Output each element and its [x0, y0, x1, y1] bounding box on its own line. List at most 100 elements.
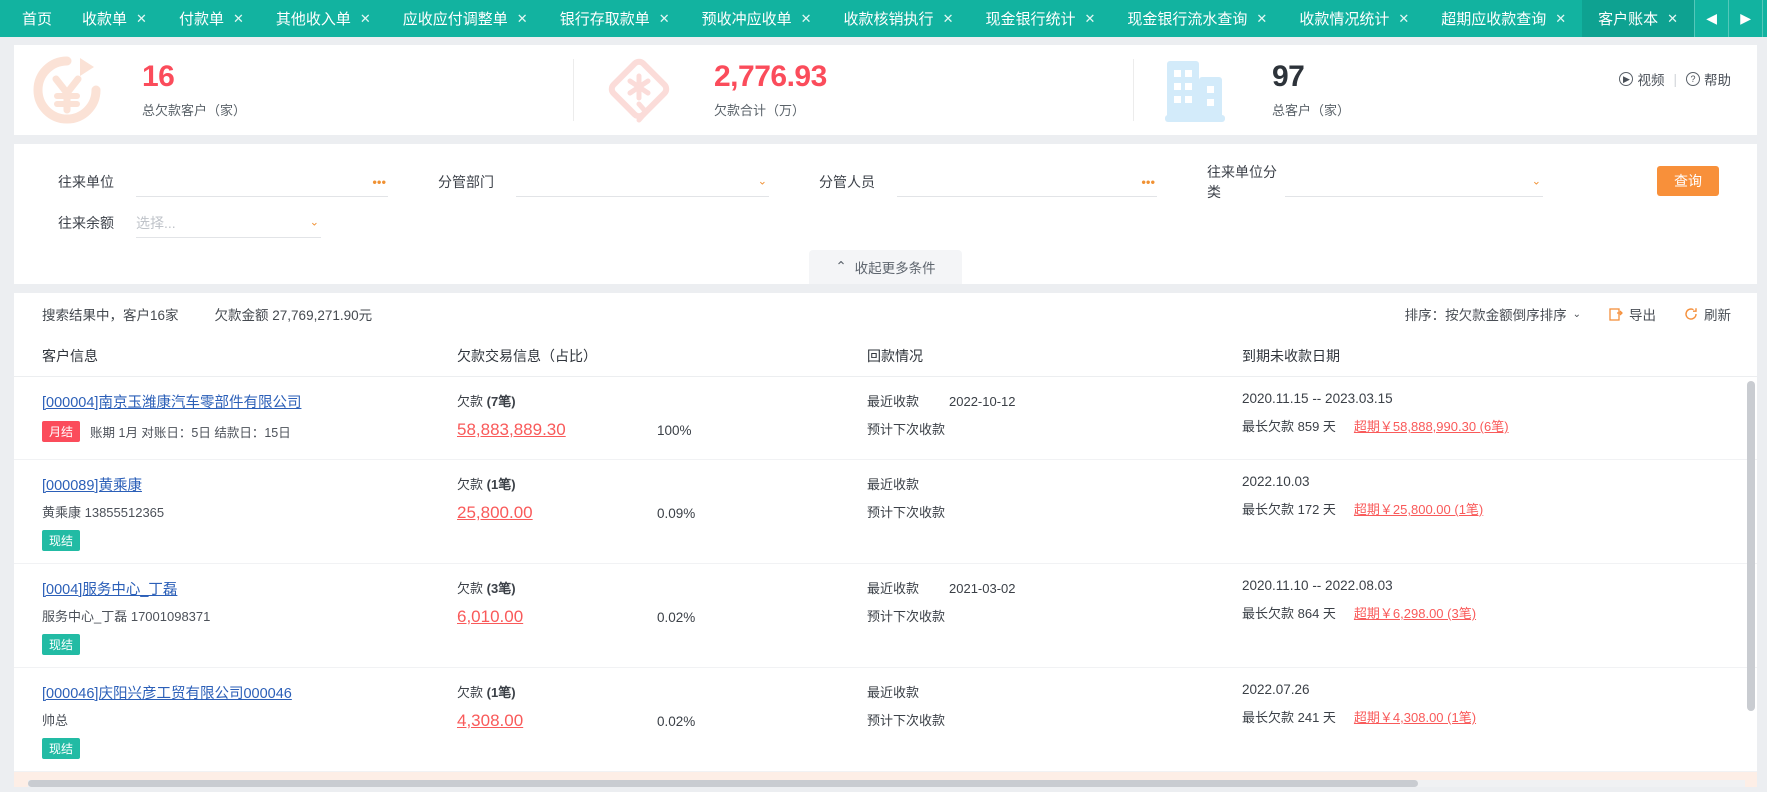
table-row[interactable]: [000004]南京玉潍康汽车零部件有限公司 月结 账期 1月 对账日：5日 结款日… [14, 377, 1757, 460]
debt-label: 欠款 [457, 477, 484, 492]
next-tab-icon[interactable]: ▶ [1728, 0, 1762, 37]
chevron-down-icon[interactable]: ⌄ [1531, 175, 1541, 187]
chevron-down-icon[interactable]: ⌄ [757, 175, 767, 187]
customer-name-link[interactable]: [000046]庆阳兴彦工贸有限公司000046 [42, 686, 292, 702]
filter-panel: 往来单位 ••• 分管部门 ⌄ 分管人员 ••• 往来单位分类 ⌄ 往来余额 选择... ⌄ 查询… [14, 144, 1757, 284]
kpi-value: 16 [142, 60, 175, 94]
customer-name-link[interactable]: [0004]服务中心_丁磊 [42, 582, 178, 598]
debt-amount-link[interactable]: 58,883,889.30 [457, 420, 566, 439]
tab-close-icon[interactable]: ✕ [359, 11, 371, 26]
video-link[interactable]: ▶ 视频 [1619, 69, 1664, 89]
due-date-cell: 2022.10.03 最长欠款 172 天 超期￥25,800.00 (1笔) [1242, 474, 1722, 551]
table-column-header: 回款情况 [867, 347, 923, 364]
debt-info-cell: 欠款 (1笔) 25,800.00 0.09% [457, 474, 867, 551]
question-circle-icon: ? [1686, 72, 1700, 86]
kpi-card-total-customers: 97 总客户（家） [1134, 45, 1534, 135]
kpi-divider [1133, 59, 1134, 121]
help-link[interactable]: ? 帮助 [1686, 69, 1731, 89]
tab-9[interactable]: 现金银行流水查询 ✕ [1111, 0, 1283, 37]
tab-10[interactable]: 收款情况统计 ✕ [1283, 0, 1425, 37]
tab-12[interactable]: 客户账本 ✕ [1582, 0, 1695, 37]
debt-percentage: 100% [657, 423, 692, 438]
settlement-type-badge: 现结 [42, 634, 81, 655]
overdue-line: 最长欠款 864 天 超期￥6,298.00 (3笔) [1242, 603, 1722, 622]
debt-amount-link[interactable]: 25,800.00 [457, 503, 533, 522]
refresh-icon [1684, 307, 1698, 321]
tab-close-icon[interactable]: ✕ [1667, 11, 1679, 26]
customer-name-link[interactable]: [000089]黄乘康 [42, 478, 142, 494]
tab-6[interactable]: 预收冲应收单 ✕ [686, 0, 828, 37]
tab-close-icon[interactable]: ✕ [658, 11, 670, 26]
table-row[interactable]: [0004]服务中心_丁磊 服务中心_丁磊 17001098371 现结 欠款 (3笔… [14, 564, 1757, 668]
export-button[interactable]: 导出 [1609, 304, 1656, 324]
tab-8[interactable]: 现金银行统计 ✕ [969, 0, 1111, 37]
close-tab-icon[interactable]: ✕ [1762, 0, 1767, 37]
balance-field[interactable]: 选择... ⌄ [136, 208, 321, 238]
chevron-down-icon[interactable]: ⌄ [309, 216, 319, 228]
ellipsis-icon[interactable]: ••• [372, 174, 386, 189]
settlement-type-badge: 现结 [42, 738, 81, 759]
help-link-label: 帮助 [1704, 73, 1731, 88]
refresh-button[interactable]: 刷新 [1684, 304, 1731, 324]
customer-contact: 帅总 [42, 713, 69, 728]
tab-close-icon[interactable]: ✕ [136, 11, 147, 26]
sort-dropdown[interactable]: 排序：按欠款金额倒序排序 ⌄ [1405, 304, 1581, 324]
tab-close-icon[interactable]: ✕ [232, 11, 244, 26]
overdue-amount-link[interactable]: 超期￥4,308.00 (1笔) [1353, 710, 1477, 725]
tab-7[interactable]: 收款核销执行 ✕ [828, 0, 970, 37]
overdue-amount-link[interactable]: 超期￥25,800.00 (1笔) [1353, 502, 1484, 517]
kpi-text-block: 97 总客户（家） [1272, 61, 1350, 119]
overdue-amount-link[interactable]: 超期￥58,888,990.30 (6笔) [1353, 419, 1509, 434]
export-icon [1609, 307, 1623, 321]
tab-4[interactable]: 应收应付调整单 ✕ [387, 0, 544, 37]
debt-amount-line: 58,883,889.30 100% [457, 420, 867, 440]
customer-info-cell: [000046]庆阳兴彦工贸有限公司000046 帅总现结 [42, 682, 457, 759]
prev-tab-icon[interactable]: ◀ [1694, 0, 1728, 37]
tab-close-icon[interactable]: ✕ [800, 11, 812, 26]
managing-department-field[interactable]: ⌄ [516, 167, 769, 197]
kpi-label: 总客户（家） [1272, 102, 1351, 118]
customer-ledger-table: 客户信息 欠款交易信息（占比） 回款情况 到期未收款日期 [000004]南京玉潍康汽… [14, 335, 1757, 787]
tab-label: 预收冲应收单 [701, 11, 792, 28]
search-button[interactable]: 查询 [1657, 166, 1719, 196]
horizontal-scrollbar[interactable] [28, 780, 1745, 787]
tab-close-icon[interactable]: ✕ [1398, 11, 1410, 26]
tab-close-icon[interactable]: ✕ [516, 11, 528, 26]
tab-controls: ◀▶✕⛶ [1694, 0, 1767, 37]
tab-close-icon[interactable]: ✕ [1555, 11, 1567, 26]
table-row[interactable]: [000046]庆阳兴彦工贸有限公司000046 帅总 现结 欠款 (1笔) 4,308… [14, 668, 1757, 772]
ellipsis-icon[interactable]: ••• [1141, 174, 1155, 189]
overdue-line: 最长欠款 859 天 超期￥58,888,990.30 (6笔) [1242, 416, 1722, 435]
repayment-cell: 最近收款 2022-10-12 预计下次收款 [867, 391, 1242, 447]
settlement-type-badge: 现结 [42, 530, 81, 551]
table-column-header: 客户信息 [42, 347, 98, 364]
collapse-more-conditions-button[interactable]: ⌃ 收起更多条件 [809, 250, 962, 284]
partner-unit-field[interactable]: ••• [136, 167, 388, 197]
managing-department-field-group: 分管部门 ⌄ [438, 167, 769, 197]
debt-amount-link[interactable]: 4,308.00 [457, 711, 524, 730]
tab-5[interactable]: 银行存取款单 ✕ [544, 0, 686, 37]
tab-3[interactable]: 其他收入单 ✕ [260, 0, 387, 37]
tab-label: 银行存取款单 [559, 11, 650, 28]
vertical-scrollbar-thumb[interactable] [1747, 381, 1755, 711]
debt-amount-link[interactable]: 6,010.00 [457, 607, 524, 626]
overdue-amount-link[interactable]: 超期￥6,298.00 (3笔) [1353, 606, 1477, 621]
debt-header: 欠款 (7笔) [457, 391, 867, 410]
tab-close-icon[interactable]: ✕ [1084, 11, 1096, 26]
managing-person-field[interactable]: ••• [897, 167, 1157, 197]
debt-label: 欠款 [457, 394, 484, 409]
tab-close-icon[interactable]: ✕ [1256, 11, 1268, 26]
tab-2[interactable]: 付款单 ✕ [163, 0, 260, 37]
tab-1[interactable]: 收款单 ✕ [66, 0, 163, 37]
partner-category-field[interactable]: ⌄ [1285, 167, 1543, 197]
longest-overdue-days: 最长欠款 241 天 [1242, 710, 1336, 725]
tab-11[interactable]: 超期应收款查询 ✕ [1425, 0, 1582, 37]
table-row[interactable]: [000089]黄乘康 黄乘康 13855512365 现结 欠款 (1笔) 25,80… [14, 460, 1757, 564]
customer-info-cell: [000089]黄乘康 黄乘康 13855512365 现结 [42, 474, 457, 551]
customer-name-link[interactable]: [000004]南京玉潍康汽车零部件有限公司 [42, 395, 302, 411]
play-circle-icon: ▶ [1619, 72, 1634, 86]
vertical-scrollbar[interactable] [1747, 381, 1755, 781]
tab-close-icon[interactable]: ✕ [942, 11, 954, 26]
horizontal-scrollbar-thumb[interactable] [28, 780, 1418, 787]
tab-0[interactable]: 首页 [0, 0, 66, 37]
